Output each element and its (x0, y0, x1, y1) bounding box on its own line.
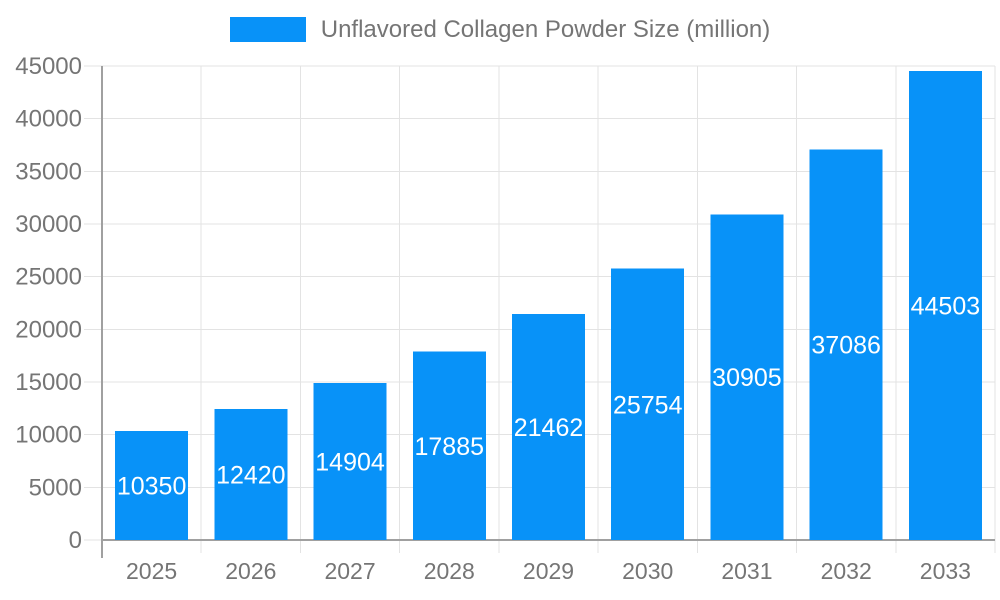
bar-2030[interactable] (611, 268, 685, 540)
x-axis-tick-label: 2030 (622, 558, 673, 584)
bar-2028[interactable] (412, 351, 486, 540)
bar-value-label: 14904 (315, 449, 385, 477)
x-axis-tick-label: 2026 (225, 558, 276, 584)
x-axis-tick-label: 2033 (920, 558, 971, 584)
y-axis-tick-label: 0 (69, 527, 82, 554)
x-axis-tick-label: 2031 (721, 558, 772, 584)
bar-2027[interactable] (313, 383, 387, 540)
y-axis-tick-label: 35000 (15, 158, 82, 185)
bar-value-label: 12420 (216, 462, 286, 490)
bar-value-label: 21462 (514, 414, 584, 442)
y-axis-tick-label: 5000 (29, 474, 82, 501)
x-axis-tick-label: 2032 (821, 558, 872, 584)
bar-2033[interactable] (908, 71, 982, 540)
y-axis-tick-label: 30000 (15, 211, 82, 238)
y-axis-tick-label: 40000 (15, 106, 82, 133)
y-axis-tick-label: 20000 (15, 316, 82, 343)
bar-2031[interactable] (710, 214, 784, 540)
y-axis-tick-label: 10000 (15, 422, 82, 449)
bar-value-label: 37086 (811, 332, 881, 360)
x-axis-tick-label: 2029 (523, 558, 574, 584)
y-axis-tick-label: 25000 (15, 264, 82, 291)
x-axis-tick-label: 2027 (324, 558, 375, 584)
x-axis-tick-label: 2028 (424, 558, 475, 584)
bar-value-label: 17885 (415, 433, 485, 461)
bar-value-label: 44503 (911, 293, 981, 321)
y-axis-tick-label: 45000 (15, 53, 82, 80)
bar-2025[interactable] (115, 430, 189, 540)
y-axis-tick-label: 15000 (15, 369, 82, 396)
x-axis-tick-label: 2025 (126, 558, 177, 584)
bar-2029[interactable] (512, 313, 585, 540)
bar-value-label: 30905 (712, 364, 782, 392)
bar-value-label: 25754 (613, 391, 683, 419)
bar-2032[interactable] (809, 149, 883, 541)
bar-value-label: 10350 (117, 472, 187, 500)
bar-2026[interactable] (214, 409, 288, 540)
